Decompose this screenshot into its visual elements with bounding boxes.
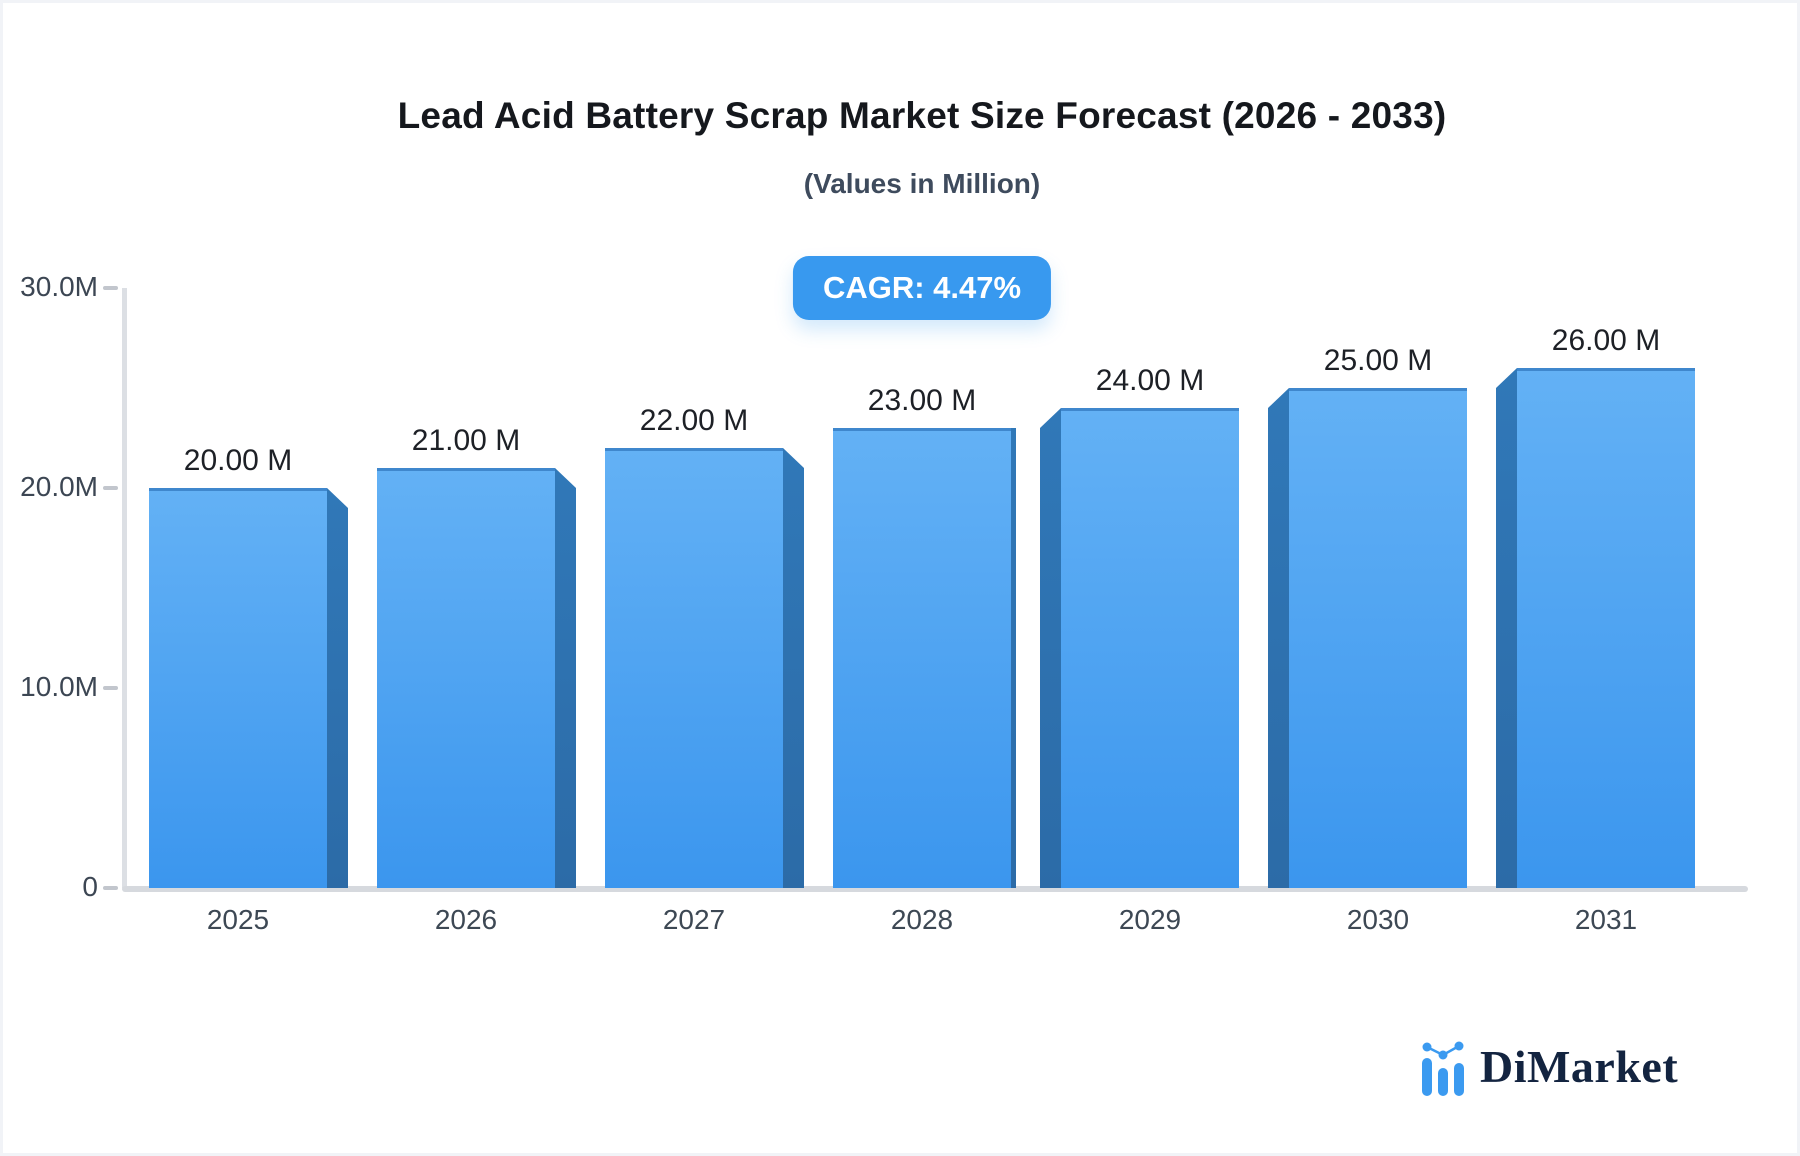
bar-2026 [377,468,555,888]
logo-wordmark: DiMarket [1480,1041,1679,1092]
bar-value-label: 21.00 M [411,424,521,457]
mini-bar-chart-icon [1422,1041,1464,1096]
x-axis-baseline [122,886,1748,892]
bar-2031 [1517,368,1695,888]
bar-value-label: 25.00 M [1323,344,1433,377]
y-axis-tick-mark [103,686,118,690]
x-axis-category-label: 2031 [1574,904,1638,935]
y-axis-tick-mark [103,486,118,490]
y-axis-tick-label: 0 [82,871,98,902]
bar-value-label: 22.00 M [639,404,749,437]
bar-2029 [1061,408,1239,888]
bar-side-face [1268,388,1289,888]
bar-2030 [1289,388,1467,888]
bar-side-face [327,488,348,888]
cagr-badge: CAGR: 4.47% [792,256,1052,320]
y-axis-tick-mark [103,286,118,290]
bar-2028 [833,428,1011,888]
bar-side-face [783,448,804,888]
bar-2027 [605,448,783,888]
bar-side-face [1011,428,1016,888]
y-axis-tick-label: 10.0M [20,671,98,702]
y-axis-tick-label: 30.0M [20,271,98,302]
x-axis-category-label: 2028 [890,904,954,935]
bar-value-label: 24.00 M [1095,364,1205,397]
x-axis-category-label: 2030 [1346,904,1410,935]
x-axis-category-label: 2025 [206,904,270,935]
y-axis-tick-label: 20.0M [20,471,98,502]
page-title: Lead Acid Battery Scrap Market Size Fore… [397,95,1447,136]
bar-side-face [1040,408,1061,888]
bar-side-face [1496,368,1517,888]
bar-value-label: 23.00 M [867,384,977,417]
chart-subtitle: (Values in Million) [803,168,1041,199]
bar-2025 [149,488,327,888]
bar-value-label: 26.00 M [1551,324,1661,357]
y-axis-tick-mark [103,886,118,890]
dimarket-logo: DiMarket [1420,1036,1678,1098]
bar-side-face [555,468,576,888]
x-axis-category-label: 2027 [662,904,726,935]
x-axis-category-label: 2029 [1118,904,1182,935]
bar-value-label: 20.00 M [183,444,293,477]
y-axis-line [122,288,127,888]
x-axis-category-label: 2026 [434,904,498,935]
